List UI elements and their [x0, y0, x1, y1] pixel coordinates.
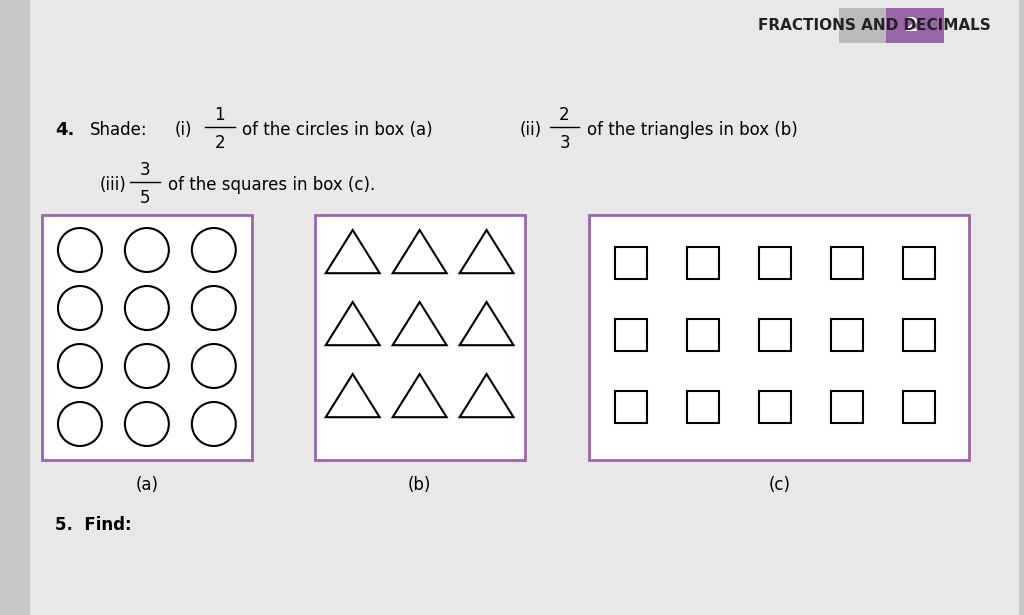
Text: 2: 2	[904, 16, 918, 35]
FancyBboxPatch shape	[30, 0, 1019, 615]
Text: 5.  Find:: 5. Find:	[55, 516, 131, 534]
Text: 3: 3	[559, 134, 569, 152]
Text: (b): (b)	[408, 476, 431, 494]
FancyBboxPatch shape	[314, 215, 524, 460]
Text: (ii): (ii)	[519, 121, 542, 139]
Text: (c): (c)	[768, 476, 791, 494]
Text: 4.: 4.	[55, 121, 75, 139]
Text: (i): (i)	[175, 121, 193, 139]
Text: of the squares in box (c).: of the squares in box (c).	[168, 176, 375, 194]
Text: Shade:: Shade:	[90, 121, 147, 139]
Text: FRACTIONS AND DECIMALS: FRACTIONS AND DECIMALS	[758, 18, 990, 33]
Text: (a): (a)	[135, 476, 159, 494]
Text: 2: 2	[214, 134, 225, 152]
Text: 2: 2	[559, 106, 569, 124]
FancyBboxPatch shape	[884, 8, 944, 43]
FancyBboxPatch shape	[590, 215, 969, 460]
FancyBboxPatch shape	[840, 8, 886, 43]
Text: (iii): (iii)	[100, 176, 127, 194]
Text: 5: 5	[139, 189, 151, 207]
FancyBboxPatch shape	[42, 215, 252, 460]
Text: of the circles in box (a): of the circles in box (a)	[242, 121, 432, 139]
Text: 3: 3	[139, 161, 151, 179]
Text: 1: 1	[214, 106, 225, 124]
Text: of the triangles in box (b): of the triangles in box (b)	[588, 121, 799, 139]
